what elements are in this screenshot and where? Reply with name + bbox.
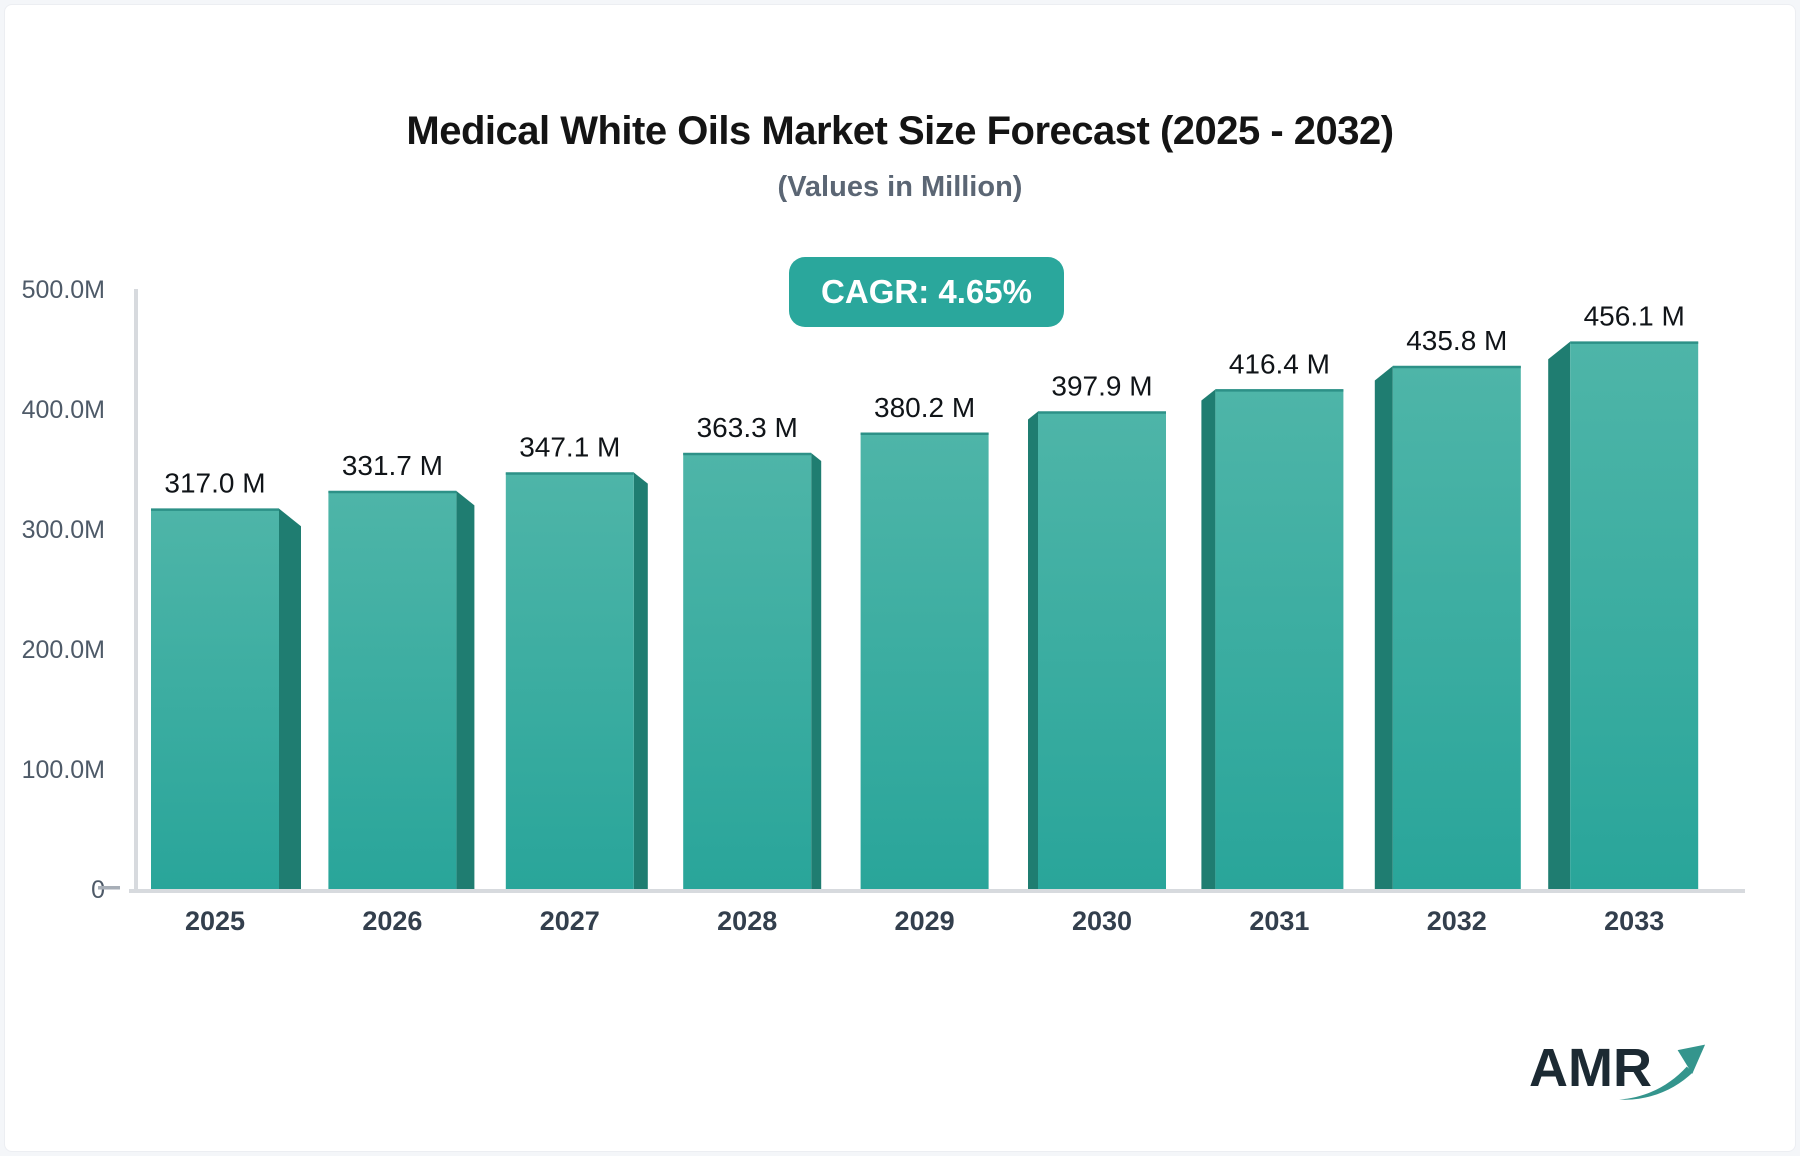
bar (1570, 341, 1699, 889)
x-tick-label: 2031 (1249, 906, 1309, 936)
bar-value-label: 331.7 M (342, 450, 443, 481)
y-tick-label: 200.0M (22, 636, 105, 664)
bar (1215, 389, 1344, 889)
bar (505, 472, 634, 889)
growth-arrow-icon (1619, 1044, 1706, 1100)
bar-side-panel (811, 453, 822, 889)
x-axis-line (129, 889, 1745, 893)
x-tick-label: 2033 (1604, 906, 1664, 936)
growth-arrow-swoosh (1619, 1066, 1694, 1100)
bar-value-label: 380.2 M (874, 392, 975, 423)
bar-value-label: 347.1 M (519, 431, 620, 462)
cagr-badge: CAGR: 4.65% (789, 257, 1064, 327)
bar-side-panel (1374, 366, 1393, 889)
bar-side-panel (456, 490, 475, 889)
x-tick-label: 2026 (362, 906, 422, 936)
y-axis-line (134, 289, 138, 893)
bar-value-label: 435.8 M (1406, 325, 1507, 356)
zero-tick-mark (98, 886, 120, 890)
bar (860, 432, 989, 889)
x-tick-label: 2028 (717, 906, 777, 936)
growth-arrow-head (1677, 1044, 1706, 1074)
bar (328, 490, 457, 889)
amr-logo-text: AMR (1529, 1038, 1652, 1098)
x-tick-label: 2025 (185, 906, 245, 936)
cagr-badge-label: CAGR: 4.65% (821, 273, 1032, 310)
bar-value-label: 416.4 M (1229, 348, 1330, 379)
y-tick-label: 500.0M (22, 276, 105, 304)
bar (151, 508, 279, 889)
bar-value-label: 397.9 M (1051, 371, 1152, 402)
bar-side-panel (1548, 341, 1571, 889)
bar (1038, 411, 1166, 889)
bar-side-panel (279, 508, 301, 889)
bar-side-panel (1028, 411, 1038, 889)
y-tick-label: 0 (91, 876, 105, 904)
bar (683, 453, 812, 889)
x-tick-label: 2032 (1427, 906, 1487, 936)
x-tick-label: 2027 (540, 906, 600, 936)
chart-subtitle: (Values in Million) (777, 171, 1023, 203)
x-tick-label: 2030 (1072, 906, 1132, 936)
amr-logo: AMR (1529, 1037, 1729, 1127)
bar-value-label: 456.1 M (1584, 301, 1685, 332)
bar-value-label: 363.3 M (697, 412, 798, 443)
x-tick-label: 2029 (895, 906, 955, 936)
bar-side-panel (1201, 389, 1216, 889)
bar-side-panel (633, 472, 648, 889)
chart-svg: 500.0M 400.0M 300.0M 200.0M 100.0M 0 317.0 M 20… (22, 276, 1745, 936)
bar-value-label: 317.0 M (164, 468, 265, 499)
chart-title: Medical White Oils Market Size Forecast … (406, 109, 1394, 153)
chart-card: Medical White Oils Market Size Forecast … (4, 4, 1796, 1152)
y-tick-label: 400.0M (22, 396, 105, 424)
y-tick-label: 100.0M (22, 756, 105, 784)
bar (1392, 366, 1521, 889)
y-tick-label: 300.0M (22, 516, 105, 544)
